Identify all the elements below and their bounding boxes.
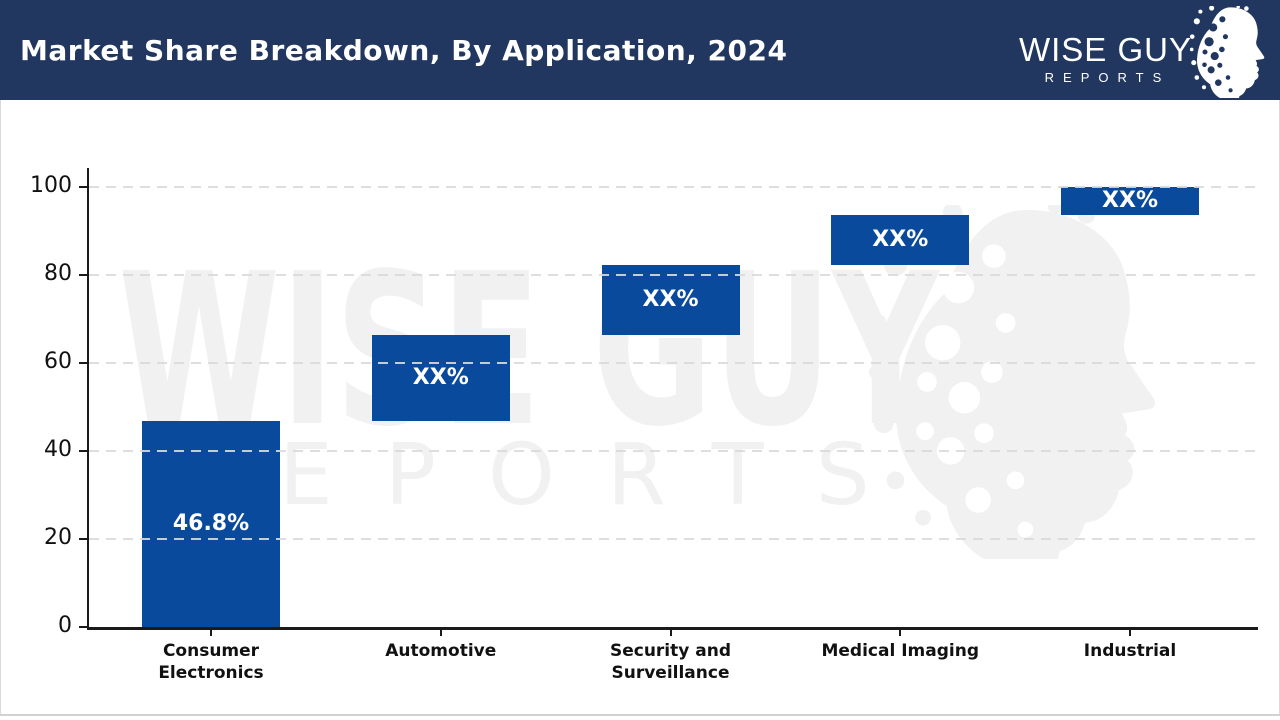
x-tick-label: Automotive: [385, 641, 497, 661]
x-tick-mark: [439, 629, 442, 636]
logo-wordmark: WISE GUY: [1018, 31, 1192, 68]
logo-subtext: REPORTS: [1044, 70, 1171, 85]
gridline: [89, 537, 1258, 540]
x-axis-line: [87, 627, 1258, 630]
bottom-border: [0, 714, 1280, 716]
bar-label: XX%: [872, 226, 929, 252]
x-tick-label: Medical Imaging: [821, 641, 979, 661]
y-tick-mark: [79, 626, 87, 628]
page-title: Market Share Breakdown, By Application, …: [20, 33, 788, 67]
bar-label: 46.8%: [172, 510, 250, 536]
y-tick-mark: [79, 185, 87, 188]
bar-label: XX%: [642, 287, 699, 313]
x-tick-label: Industrial: [1083, 641, 1177, 661]
bar: [831, 214, 970, 265]
y-tick-mark: [79, 273, 87, 276]
gridline: [89, 185, 1258, 188]
y-tick-label: 80: [44, 260, 72, 286]
x-tick-mark: [210, 629, 212, 636]
x-tick-label: Consumer Electronics: [158, 641, 264, 683]
left-border: [0, 100, 1, 716]
bar: [1061, 186, 1199, 215]
bar: [601, 264, 740, 336]
bar-label: XX%: [412, 365, 469, 391]
y-tick-label: 20: [44, 524, 72, 550]
x-tick-mark: [899, 629, 902, 636]
y-tick-label: 100: [30, 172, 72, 198]
y-axis-line: [87, 168, 89, 629]
gridline: [89, 449, 1258, 452]
watermark-wordmark: WISE GUY: [118, 228, 939, 473]
y-tick-label: 60: [44, 348, 72, 374]
header-bar: Market Share Breakdown, By Application, …: [0, 0, 1280, 100]
y-tick-label: 0: [58, 613, 72, 638]
x-tick-mark: [1129, 629, 1131, 636]
wiseguy-logo: WISE GUY REPORTS: [1019, 6, 1268, 98]
watermark-subtext: REPORTS: [168, 426, 922, 525]
bar: [371, 335, 510, 421]
x-tick-label: Security and Surveillance: [609, 641, 732, 683]
y-tick-mark: [79, 449, 87, 452]
y-tick-mark: [79, 361, 87, 364]
y-tick-mark: [79, 537, 87, 540]
gridline: [89, 273, 1258, 276]
x-tick-mark: [669, 629, 672, 636]
y-tick-label: 40: [44, 436, 72, 462]
bar: [142, 420, 280, 627]
gridline: [89, 361, 1258, 364]
bar-label: XX%: [1102, 187, 1158, 213]
